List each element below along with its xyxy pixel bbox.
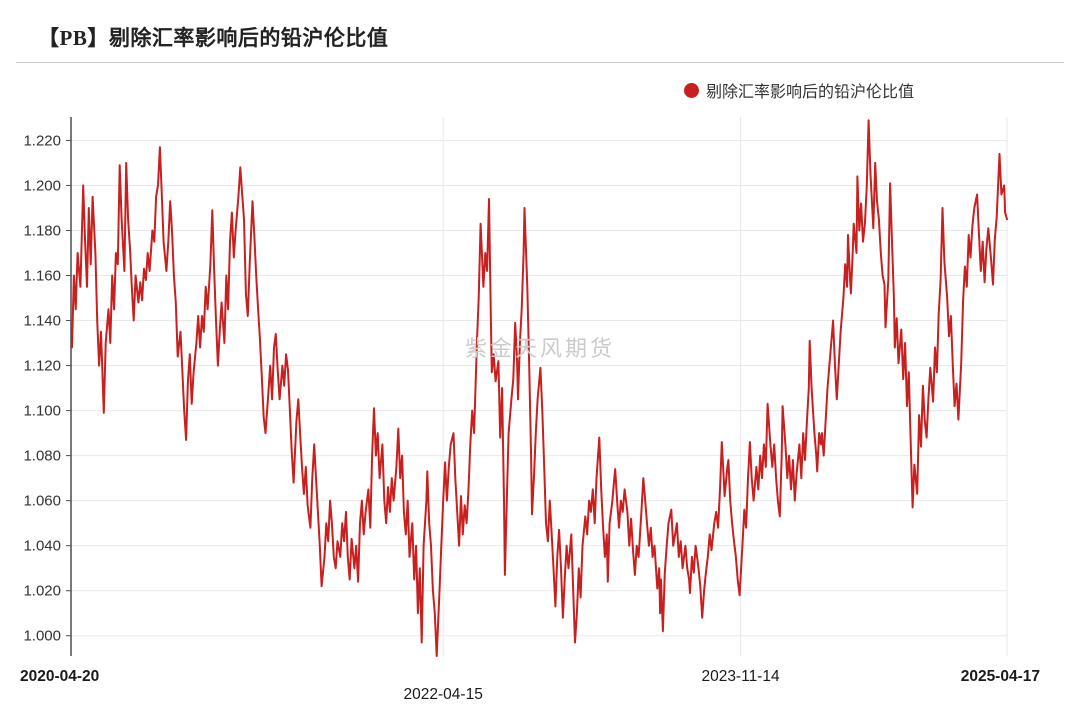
series-line[interactable]	[71, 119, 1008, 657]
y-tick-label: 1.000	[23, 628, 61, 645]
y-tick-label: 1.220	[23, 132, 61, 149]
y-tick-label: 1.200	[23, 177, 61, 194]
legend-label: 剔除汇率影响后的铅沪伦比值	[706, 84, 915, 101]
page-title: 【PB】剔除汇率影响后的铅沪伦比值	[38, 26, 389, 50]
y-tick-label: 1.060	[23, 493, 61, 510]
y-tick-label: 1.040	[23, 538, 61, 555]
y-tick-label: 1.180	[23, 222, 61, 239]
x-tick-label: 2020-04-20	[20, 668, 99, 685]
x-tick-label: 2025-04-17	[961, 668, 1040, 685]
y-tick-label: 1.020	[23, 583, 61, 600]
legend-circle-icon	[684, 82, 699, 98]
y-tick-label: 1.100	[23, 403, 61, 420]
y-tick-label: 1.080	[23, 448, 61, 465]
title-divider	[16, 62, 1064, 63]
y-tick-label: 1.140	[23, 313, 61, 330]
y-tick-label: 1.160	[23, 268, 61, 285]
y-tick-label: 1.120	[23, 358, 61, 375]
x-tick-label: 2022-04-15	[404, 686, 483, 703]
x-tick-label: 2023-11-14	[701, 668, 780, 685]
legend-item[interactable]: 剔除汇率影响后的铅沪伦比值	[684, 78, 914, 102]
